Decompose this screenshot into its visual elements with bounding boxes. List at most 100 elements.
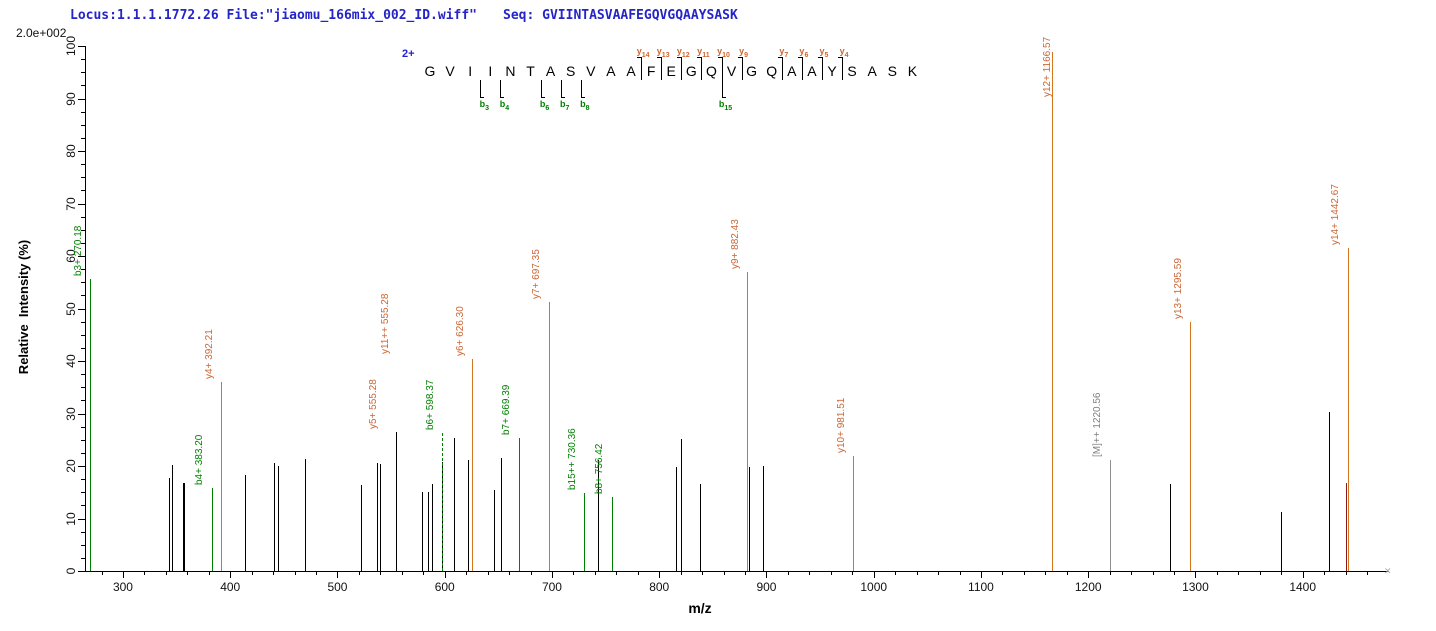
spectrum-peak [853,455,855,571]
y-tick-minor [81,374,85,376]
y-tick-minor [81,242,85,244]
x-tick-minor [1174,571,1175,575]
x-tick-minor [1023,571,1025,575]
x-tick-minor [101,571,103,575]
y-tick [78,151,85,152]
x-tick-minor [294,571,296,575]
spectrum-peak [1190,322,1192,571]
x-tick-label: 800 [649,580,670,594]
y-tick-minor [81,111,85,113]
spectrum-peak [598,460,600,571]
x-tick-minor [723,571,725,575]
x-tick-minor [530,571,532,575]
b-ion-mark-arm [500,97,505,98]
y-axis-line [85,46,86,571]
residue-letter: I [488,63,493,79]
spectrum-peak [749,467,751,571]
peak-label: y9+ 882.43 [729,218,741,269]
y-tick-label: 80 [64,144,78,158]
y-tick-label: 90 [64,91,78,106]
x-tick-label: 500 [327,580,348,594]
y-ion-label: y13 [656,46,670,59]
residue-letter: Q [766,63,778,79]
y-ion-mark-arm [677,57,682,58]
y-ion-mark-arm [697,57,702,58]
peak-label: [M]++ 1220.56 [1092,392,1104,458]
x-tick-minor [616,571,618,575]
y-ion-mark-arm [818,57,822,58]
residue-letter: K [907,63,918,79]
x-tick-minor [401,571,403,575]
y-ion-mark [661,57,663,80]
y-ion-mark [681,57,683,80]
x-tick-minor [1345,571,1347,575]
spectrum-peak [90,279,92,571]
spectrum-peak [422,491,424,571]
y-tick-label: 50 [64,301,78,316]
x-tick-minor [144,571,146,575]
y-tick [78,466,85,467]
x-tick [873,571,875,578]
y-tick-minor [81,452,85,454]
y-tick-minor [81,321,85,323]
y-tick [78,46,85,47]
x-tick-minor [273,571,275,575]
residue-letter: S [566,63,576,79]
y-ion-label: y10 [717,46,730,59]
header-locus: Locus:1.1.1.1772.26 [70,8,219,23]
spectrum-peak [611,496,613,571]
y-tick-minor [81,282,85,284]
x-tick-minor [1216,571,1218,575]
residue-letter: N [505,63,516,79]
spectrum-peak [182,482,185,571]
residue-letter: V [586,63,596,79]
x-tick-minor [787,571,789,575]
b-ion-label: b8 [580,99,590,112]
b-ion-mark [580,80,582,98]
y-tick-minor [81,164,85,166]
spectrum-peak [1345,482,1347,571]
y-tick-minor [81,479,85,481]
peak-label: b8+ 756.42 [594,443,606,494]
x-tick-minor [1066,571,1068,575]
spectrum-peak [277,466,279,571]
precursor-charge-label: 2+ [402,48,415,60]
b-ion-mark-arm [540,97,545,98]
x-tick-minor [680,571,682,575]
b-ion-mark [500,80,502,98]
y-ion-mark-arm [737,57,742,58]
b-ion-mark-arm [721,97,726,98]
y-tick-minor [81,216,85,218]
y-tick-label: 30 [64,406,78,421]
x-tick-minor [1259,571,1261,575]
peak-label: b7+ 669.39 [501,384,513,436]
spectrum-peak [676,467,678,571]
x-tick-minor [637,571,639,575]
peak-label: y5+ 555.28 [367,379,379,429]
x-tick-minor [208,571,210,575]
peak-label: y7+ 697.35 [531,248,543,299]
b-ion-mark [560,80,562,98]
residue-letter: G [424,63,436,79]
residue-letter: V [726,63,737,79]
y-ion-mark-arm [797,57,802,58]
spectrum-peak [1109,460,1111,571]
spectrum-peak [244,474,246,571]
x-tick [980,571,982,578]
y-tick-label: 40 [64,354,78,368]
spectrum-peak [500,458,502,571]
y-ion-label: y7 [779,46,789,59]
y-tick-minor [81,59,85,61]
b-ion-mark [480,80,482,98]
x-tick-minor [1367,571,1369,575]
x-tick-minor [1002,571,1004,575]
y-ion-mark-arm [657,57,662,58]
b-ion-label: b3 [479,99,489,112]
b-ion-label: b6 [539,99,550,112]
y-tick [78,203,85,205]
residue-letter: A [606,63,616,79]
x-tick-label: 1000 [860,580,888,594]
x-tick [1302,571,1304,578]
residue-letter: Y [827,63,837,79]
peak-label: b15++ 730.36 [566,428,578,490]
